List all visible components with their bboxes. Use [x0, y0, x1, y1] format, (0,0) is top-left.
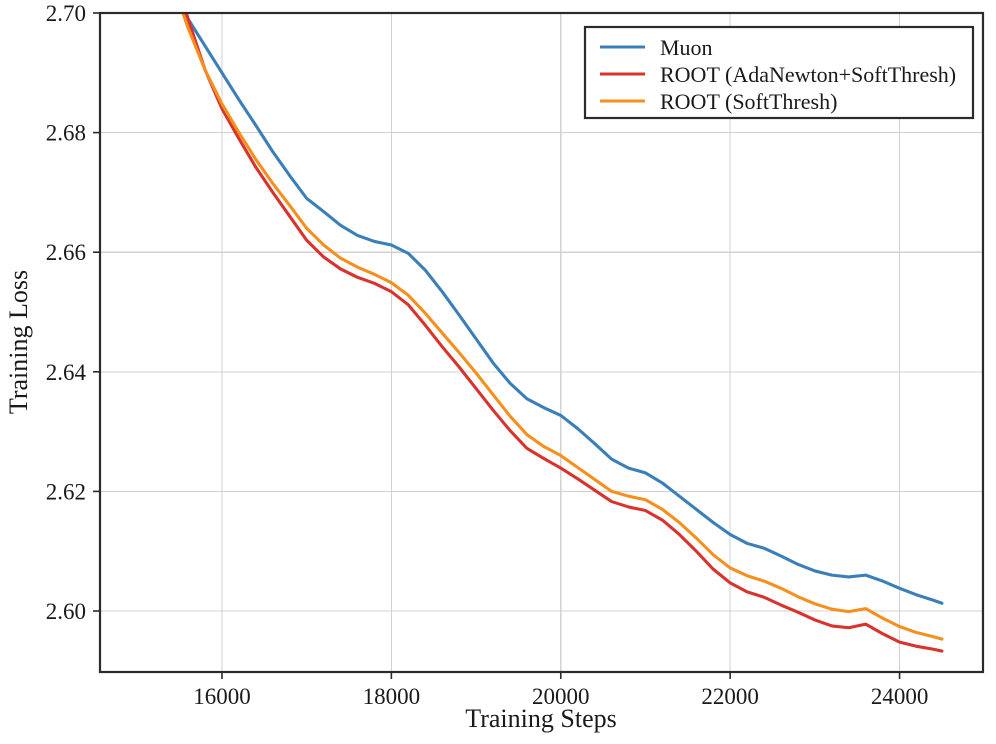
legend-label-root-softthresh: ROOT (SoftThresh) [660, 89, 837, 114]
y-tick-label: 2.62 [46, 479, 86, 504]
y-tick-label: 2.68 [46, 121, 86, 146]
x-axis-ticks: 16000 18000 20000 22000 24000 [193, 672, 928, 709]
x-tick-label: 16000 [193, 684, 251, 709]
y-tick-label: 2.64 [46, 360, 87, 385]
y-tick-label: 2.70 [46, 1, 86, 26]
chart-legend: Muon ROOT (AdaNewton+SoftThresh) ROOT (S… [583, 25, 975, 120]
plot-frame [98, 11, 985, 674]
x-tick-label: 18000 [363, 684, 421, 709]
plot-area-background [100, 13, 983, 672]
y-tick-label: 2.66 [46, 240, 86, 265]
x-tick-label: 24000 [871, 684, 929, 709]
series-line-root-softthresh [181, 13, 944, 641]
legend-label-muon: Muon [660, 35, 713, 60]
series-lines [181, 13, 944, 653]
vertical-gridlines [221, 13, 901, 672]
y-tick-label: 2.60 [46, 599, 86, 624]
legend-label-root-adanewton-softthresh: ROOT (AdaNewton+SoftThresh) [660, 62, 956, 87]
series-line-muon [182, 13, 944, 605]
y-axis-ticks: 2.60 2.62 2.64 2.66 2.68 2.70 [46, 1, 100, 624]
x-tick-label: 22000 [701, 684, 759, 709]
series-line-root-adanewton-softthresh [184, 13, 944, 653]
x-axis-title: Training Steps [465, 704, 616, 733]
legend-box [583, 25, 975, 120]
y-axis-title: Training Loss [4, 270, 33, 414]
x-tick-label: 20000 [532, 684, 590, 709]
